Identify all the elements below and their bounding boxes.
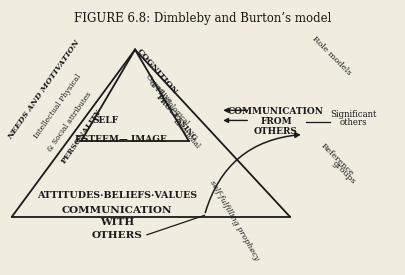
Text: Emotional: Emotional: [171, 117, 202, 150]
Text: Role models: Role models: [310, 35, 353, 77]
Text: SELF: SELF: [92, 116, 118, 125]
Text: & Social attributes: & Social attributes: [46, 90, 93, 153]
Text: FIGURE 6.8: Dimbleby and Burton’s model: FIGURE 6.8: Dimbleby and Burton’s model: [74, 12, 331, 25]
Text: ESTEEM— IMAGE: ESTEEM— IMAGE: [75, 135, 167, 144]
Text: FROM: FROM: [260, 117, 292, 126]
Text: ATTITUDES·BELIEFS·VALUES: ATTITUDES·BELIEFS·VALUES: [37, 191, 197, 200]
Text: OTHERS: OTHERS: [92, 231, 143, 240]
Text: Intellectual Physical: Intellectual Physical: [32, 73, 83, 140]
Text: others: others: [339, 119, 367, 128]
Text: OTHERS: OTHERS: [254, 127, 298, 136]
Text: COMMUNICATION: COMMUNICATION: [228, 107, 324, 116]
Text: groups: groups: [330, 159, 357, 186]
Text: Significant: Significant: [330, 110, 377, 119]
Text: Reference: Reference: [320, 142, 356, 178]
Text: PROCESSING: PROCESSING: [154, 93, 199, 143]
FancyArrowPatch shape: [205, 133, 299, 213]
Text: self-fulfilling prophecy: self-fulfilling prophecy: [208, 179, 260, 262]
Text: COMMUNICATION: COMMUNICATION: [62, 206, 173, 215]
Text: Cognitive: Cognitive: [144, 72, 174, 105]
Text: COGNITION: COGNITION: [135, 47, 179, 96]
Text: NEEDS AND MOTIVATION: NEEDS AND MOTIVATION: [6, 39, 81, 141]
Text: & Physiological: & Physiological: [147, 79, 190, 127]
Text: WITH: WITH: [100, 218, 134, 227]
Text: PERSONALITY: PERSONALITY: [60, 108, 103, 166]
